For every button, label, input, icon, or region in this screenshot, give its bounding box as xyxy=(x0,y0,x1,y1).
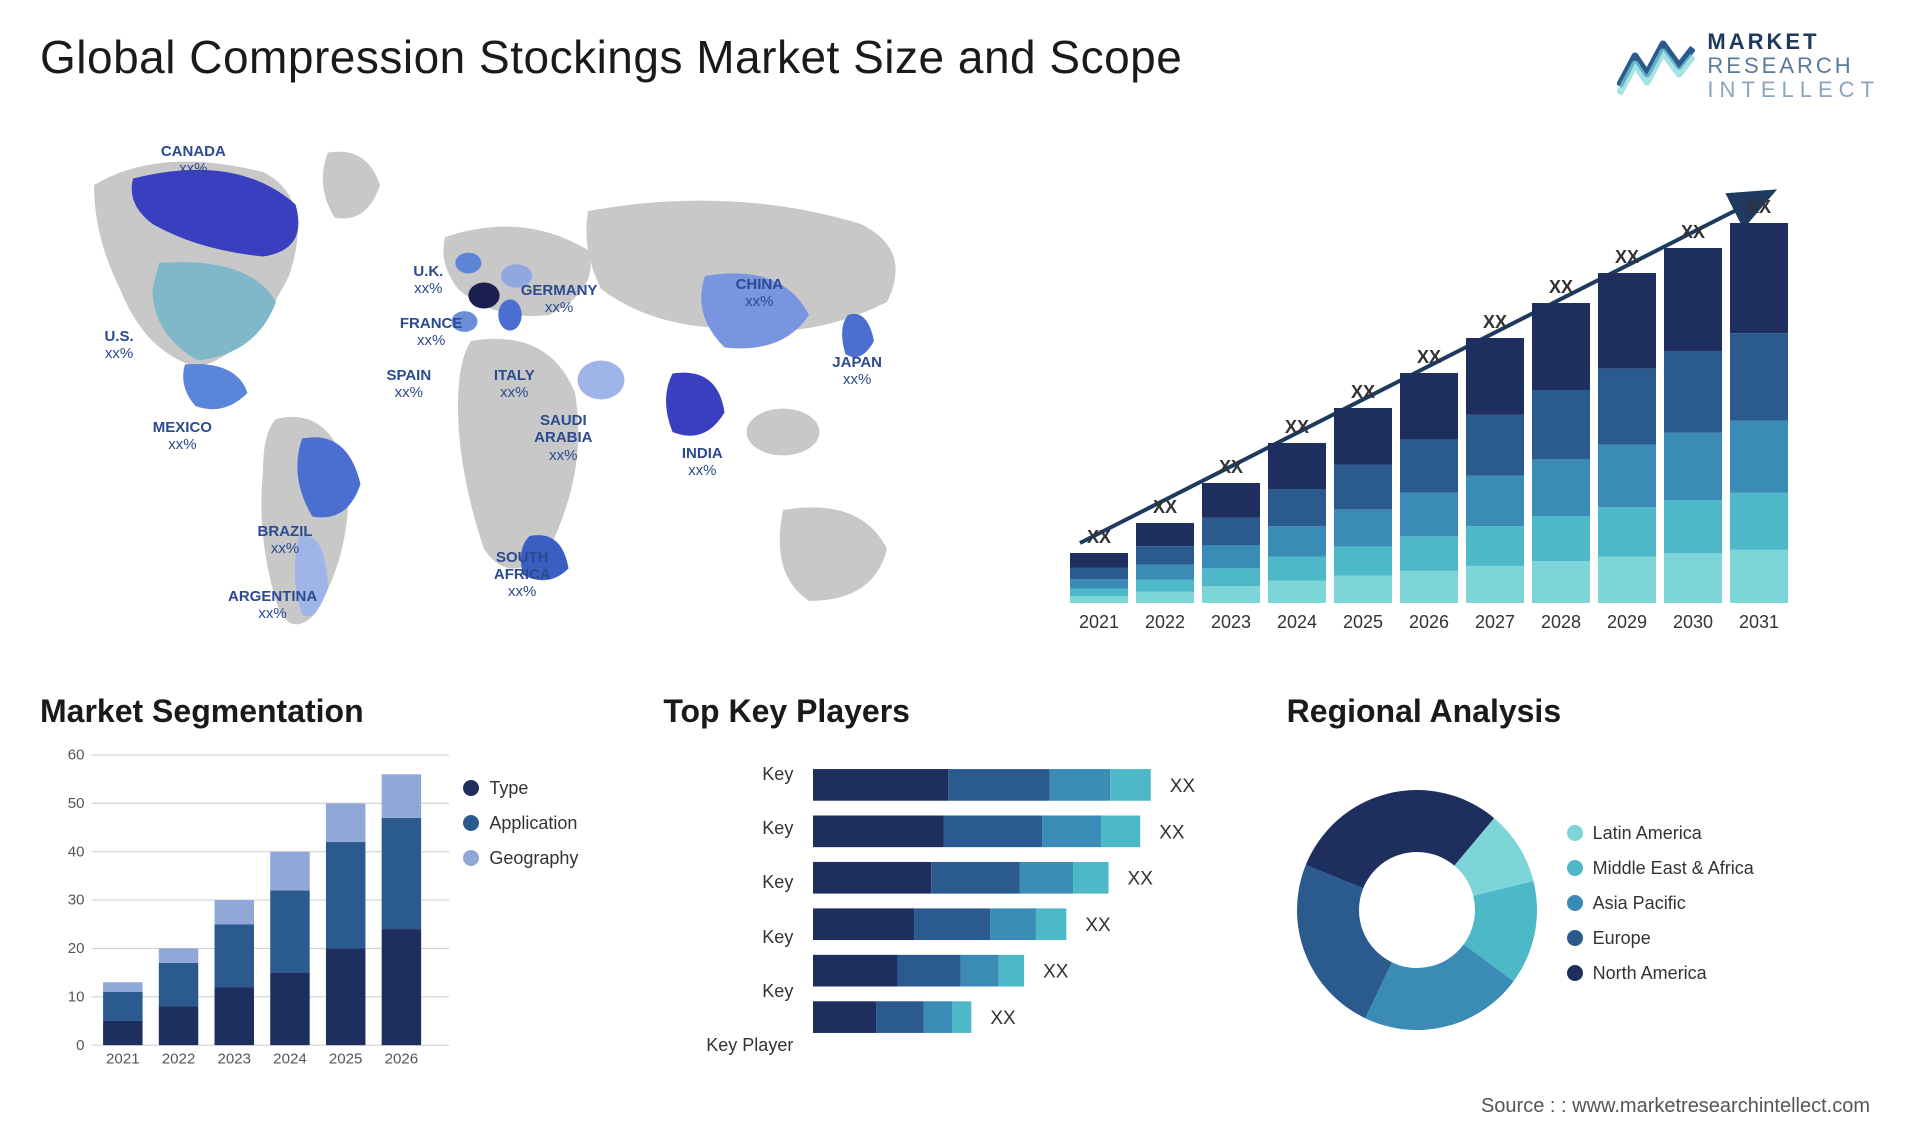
svg-text:XX: XX xyxy=(1043,961,1069,982)
players-hbar-chart: XX XX XX XX XX XX xyxy=(813,748,1256,1073)
svg-text:XX: XX xyxy=(1170,775,1196,796)
player-row-label: Key xyxy=(663,872,793,893)
map-country-label: CANADAxx% xyxy=(161,143,226,178)
player-row-label: Key xyxy=(663,818,793,839)
map-country-label: SOUTHAFRICAxx% xyxy=(494,549,551,601)
segmentation-legend: Type Application Geography xyxy=(463,748,633,1073)
source-attribution: Source : : www.marketresearchintellect.c… xyxy=(1481,1095,1870,1118)
svg-text:XX: XX xyxy=(1285,417,1309,437)
map-country-label: ARGENTINAxx% xyxy=(228,588,317,623)
logo-text-2: RESEARCH xyxy=(1707,54,1880,78)
svg-text:2022: 2022 xyxy=(162,1050,196,1067)
svg-text:XX: XX xyxy=(1128,868,1154,889)
brand-logo: MARKET RESEARCH INTELLECT xyxy=(1617,30,1880,103)
player-row-label: Key Player xyxy=(663,1035,793,1056)
svg-text:2030: 2030 xyxy=(1673,612,1713,632)
map-country-label: U.K.xx% xyxy=(413,263,443,298)
svg-text:2024: 2024 xyxy=(1277,612,1317,632)
legend-item: Asia Pacific xyxy=(1567,893,1880,914)
svg-text:XX: XX xyxy=(1351,382,1375,402)
map-country-label: MEXICOxx% xyxy=(153,419,212,454)
players-title: Top Key Players xyxy=(663,693,1256,730)
player-row-label: Key xyxy=(663,764,793,785)
world-map-panel: CANADAxx% U.S.xx% MEXICOxx% BRAZILxx% ARGENT… xyxy=(40,133,980,653)
svg-text:2023: 2023 xyxy=(217,1050,251,1067)
logo-text-1: MARKET xyxy=(1707,30,1880,54)
svg-text:30: 30 xyxy=(68,891,85,908)
legend-item: Geography xyxy=(463,848,633,869)
svg-text:2026: 2026 xyxy=(385,1050,419,1067)
logo-mark-icon xyxy=(1617,36,1695,96)
svg-text:2031: 2031 xyxy=(1739,612,1779,632)
svg-text:XX: XX xyxy=(1160,822,1186,843)
legend-item: Middle East & Africa xyxy=(1567,858,1880,879)
legend-item: North America xyxy=(1567,963,1880,984)
svg-text:2025: 2025 xyxy=(329,1050,363,1067)
segmentation-panel: Market Segmentation 0 10 20 30 40 50 60 2021 202… xyxy=(40,693,633,1073)
svg-text:20: 20 xyxy=(68,940,85,957)
logo-text-3: INTELLECT xyxy=(1707,78,1880,102)
svg-text:XX: XX xyxy=(1087,527,1111,547)
map-country-label: BRAZILxx% xyxy=(258,523,313,558)
player-row-label: Key xyxy=(663,981,793,1002)
svg-text:2024: 2024 xyxy=(273,1050,307,1067)
svg-text:XX: XX xyxy=(1615,247,1639,267)
svg-text:XX: XX xyxy=(1549,277,1573,297)
svg-text:XX: XX xyxy=(1153,497,1177,517)
svg-text:2022: 2022 xyxy=(1145,612,1185,632)
map-country-label: SPAINxx% xyxy=(386,367,431,402)
players-panel: Top Key Players Key Key Key Key Key Key Playe… xyxy=(663,693,1256,1073)
svg-text:2021: 2021 xyxy=(1079,612,1119,632)
svg-text:XX: XX xyxy=(1086,915,1112,936)
map-country-label: ITALYxx% xyxy=(494,367,535,402)
legend-item: Latin America xyxy=(1567,823,1880,844)
growth-bar-chart: XX 2021 XX 2022 XX 2023 XX 2024 XX 2025 XX 2026 XX 20… xyxy=(1020,133,1880,653)
svg-text:2023: 2023 xyxy=(1211,612,1251,632)
map-country-label: FRANCExx% xyxy=(400,315,463,350)
svg-text:2029: 2029 xyxy=(1607,612,1647,632)
growth-chart-panel: XX 2021 XX 2022 XX 2023 XX 2024 XX 2025 XX 2026 XX 20… xyxy=(1020,133,1880,653)
svg-text:10: 10 xyxy=(68,988,85,1005)
svg-text:50: 50 xyxy=(68,795,85,812)
svg-text:XX: XX xyxy=(1681,222,1705,242)
regional-panel: Regional Analysis Latin America Middle Ea… xyxy=(1287,693,1880,1073)
regional-title: Regional Analysis xyxy=(1287,693,1880,730)
svg-text:XX: XX xyxy=(1747,197,1771,217)
svg-text:2026: 2026 xyxy=(1409,612,1449,632)
regional-donut-chart xyxy=(1287,780,1547,1040)
segmentation-bar-chart: 0 10 20 30 40 50 60 2021 2022 2023 2024 2025 2026 xyxy=(40,748,463,1073)
regional-legend: Latin America Middle East & Africa Asia Pa… xyxy=(1567,823,1880,998)
svg-text:0: 0 xyxy=(76,1036,84,1053)
map-country-label: CHINAxx% xyxy=(736,276,784,311)
map-country-label: SAUDIARABIAxx% xyxy=(534,412,592,464)
svg-text:XX: XX xyxy=(1219,457,1243,477)
legend-item: Europe xyxy=(1567,928,1880,949)
map-country-label: JAPANxx% xyxy=(832,354,882,389)
svg-text:XX: XX xyxy=(991,1008,1017,1029)
page-title: Global Compression Stockings Market Size… xyxy=(40,30,1182,84)
map-country-label: INDIAxx% xyxy=(682,445,723,480)
legend-item: Application xyxy=(463,813,633,834)
svg-text:2021: 2021 xyxy=(106,1050,140,1067)
svg-text:XX: XX xyxy=(1417,347,1441,367)
map-country-label: GERMANYxx% xyxy=(521,282,598,317)
player-row-label: Key xyxy=(663,927,793,948)
svg-text:2028: 2028 xyxy=(1541,612,1581,632)
svg-text:XX: XX xyxy=(1483,312,1507,332)
svg-text:60: 60 xyxy=(68,748,85,764)
svg-text:2027: 2027 xyxy=(1475,612,1515,632)
legend-item: Type xyxy=(463,778,633,799)
segmentation-title: Market Segmentation xyxy=(40,693,633,730)
svg-text:40: 40 xyxy=(68,843,85,860)
map-country-label: U.S.xx% xyxy=(104,328,133,363)
svg-text:2025: 2025 xyxy=(1343,612,1383,632)
players-row-labels: Key Key Key Key Key Key Player xyxy=(663,748,793,1073)
